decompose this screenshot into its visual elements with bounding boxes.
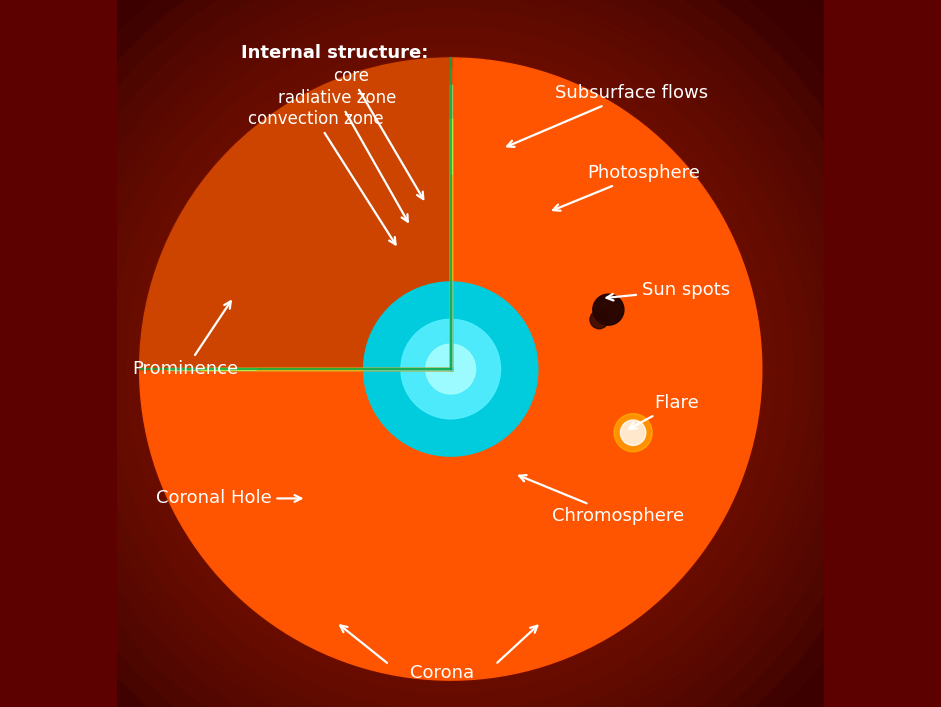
Circle shape [485,369,497,381]
Circle shape [467,238,484,255]
Circle shape [455,277,474,297]
Text: Coronal Hole: Coronal Hole [156,489,301,508]
Circle shape [439,373,463,398]
Circle shape [445,475,475,505]
Wedge shape [167,86,734,652]
Circle shape [612,349,631,368]
Circle shape [662,371,685,395]
Circle shape [497,286,523,312]
Circle shape [473,576,488,591]
Circle shape [465,520,489,545]
Circle shape [678,228,693,243]
Circle shape [465,366,487,389]
Circle shape [568,293,584,309]
Circle shape [350,463,372,485]
Circle shape [463,525,494,555]
Circle shape [447,321,457,332]
Circle shape [315,556,343,583]
Circle shape [553,211,576,234]
Circle shape [528,287,550,310]
Circle shape [234,357,260,383]
Circle shape [403,625,418,640]
Circle shape [480,515,505,541]
Circle shape [619,138,632,151]
Circle shape [464,345,476,356]
Circle shape [382,639,408,666]
Circle shape [491,172,536,217]
Circle shape [227,495,251,519]
Circle shape [501,561,525,586]
Circle shape [338,604,358,623]
Circle shape [536,409,562,435]
Text: Flare: Flare [630,394,699,428]
Circle shape [551,327,582,357]
Circle shape [562,399,590,428]
Circle shape [578,189,604,216]
Circle shape [598,495,623,518]
Circle shape [447,388,475,416]
Circle shape [394,312,507,426]
Circle shape [489,588,505,604]
Circle shape [401,320,501,419]
Circle shape [459,351,468,360]
Circle shape [278,369,300,392]
Circle shape [493,297,513,317]
Circle shape [499,618,527,645]
Circle shape [573,401,605,433]
Circle shape [511,326,525,340]
Circle shape [614,414,652,452]
Circle shape [239,501,264,526]
Circle shape [670,346,714,390]
Circle shape [475,373,496,394]
Circle shape [558,238,571,251]
Circle shape [532,262,545,275]
Circle shape [508,534,532,558]
Circle shape [417,512,431,526]
Wedge shape [139,58,451,369]
Circle shape [406,442,424,461]
Circle shape [621,293,632,305]
Circle shape [224,458,235,469]
Circle shape [454,286,464,296]
Circle shape [550,208,566,223]
Text: core: core [332,66,423,199]
Circle shape [454,322,468,336]
Circle shape [384,455,393,464]
Circle shape [593,328,623,357]
Circle shape [467,350,486,370]
Circle shape [374,517,398,542]
Circle shape [622,471,642,491]
Circle shape [613,319,635,341]
Circle shape [434,375,449,390]
Circle shape [611,198,620,207]
Circle shape [210,414,231,436]
Circle shape [347,513,385,550]
Circle shape [625,363,643,381]
Circle shape [347,433,375,461]
Circle shape [478,108,497,127]
Circle shape [368,456,377,465]
Circle shape [471,105,486,119]
Circle shape [507,325,521,339]
Circle shape [622,286,635,300]
Circle shape [715,482,731,498]
Circle shape [582,343,621,381]
Circle shape [414,448,431,464]
Circle shape [488,652,509,673]
Circle shape [450,554,458,562]
Circle shape [541,260,566,286]
Circle shape [623,273,648,298]
Circle shape [166,454,194,482]
Circle shape [610,556,640,585]
Circle shape [670,464,678,472]
Circle shape [432,390,456,416]
Circle shape [470,189,497,216]
Text: Subsurface flows: Subsurface flows [507,84,709,147]
Circle shape [404,486,431,513]
Text: Corona: Corona [410,664,474,682]
Circle shape [614,582,637,606]
Circle shape [566,184,606,224]
Circle shape [338,256,564,482]
